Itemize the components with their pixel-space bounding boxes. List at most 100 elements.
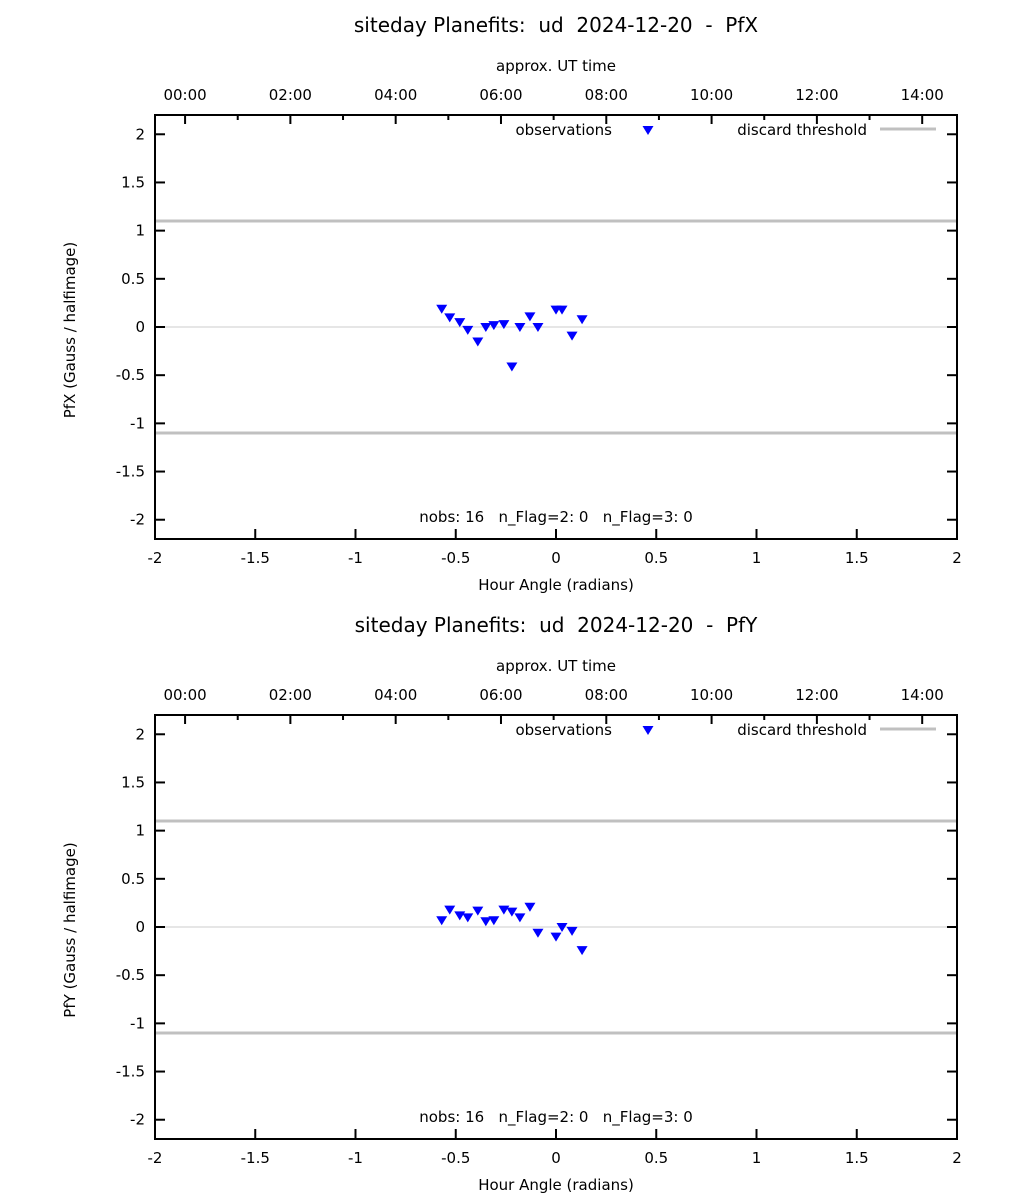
y-axis-title: PfY (Gauss / halfimage) xyxy=(61,842,79,1017)
ut-tick-label: 14:00 xyxy=(901,686,944,704)
x-tick-label: 1 xyxy=(752,1149,762,1167)
x-tick-label: -1 xyxy=(348,1149,363,1167)
observation-point xyxy=(532,928,544,938)
y-tick-label: -2 xyxy=(130,511,145,529)
x-tick-label: -2 xyxy=(148,549,163,567)
x-axis-title: Hour Angle (radians) xyxy=(478,1176,634,1194)
observation-point xyxy=(556,305,568,315)
y-tick-label: 1 xyxy=(135,822,145,840)
y-axis-title: PfX (Gauss / halfimage) xyxy=(61,242,79,418)
legend-observations-marker xyxy=(642,126,654,135)
x-tick-label: 0.5 xyxy=(644,549,668,567)
ut-tick-label: 12:00 xyxy=(795,686,838,704)
observation-point xyxy=(488,916,500,926)
nobs-annotation: nobs: 16 n_Flag=2: 0 n_Flag=3: 0 xyxy=(419,1108,693,1127)
ut-tick-label: 02:00 xyxy=(269,86,312,104)
x-axis-title: Hour Angle (radians) xyxy=(478,576,634,594)
x-tick-label: -1 xyxy=(348,549,363,567)
x-tick-label: -1.5 xyxy=(241,1149,270,1167)
ut-tick-label: 08:00 xyxy=(585,86,628,104)
y-tick-label: -1 xyxy=(130,1014,145,1032)
x-tick-label: -0.5 xyxy=(441,1149,470,1167)
x-tick-label: 0 xyxy=(551,1149,561,1167)
y-tick-label: 0.5 xyxy=(121,870,145,888)
observation-point xyxy=(524,312,536,322)
ut-tick-label: 10:00 xyxy=(690,686,733,704)
observation-point xyxy=(454,911,466,921)
observation-point xyxy=(576,946,588,956)
ut-tick-label: 10:00 xyxy=(690,86,733,104)
observation-point xyxy=(514,323,526,332)
observation-point xyxy=(506,362,518,372)
y-tick-label: 0 xyxy=(135,918,145,936)
x-tick-label: 1.5 xyxy=(845,1149,869,1167)
x-tick-label: 0.5 xyxy=(644,1149,668,1167)
y-tick-label: -1.5 xyxy=(116,463,145,481)
y-tick-label: -2 xyxy=(130,1111,145,1129)
y-tick-label: 1 xyxy=(135,222,145,240)
observation-point xyxy=(566,331,578,341)
ut-tick-label: 00:00 xyxy=(163,86,206,104)
x-tick-label: 1.5 xyxy=(845,549,869,567)
observation-point xyxy=(436,304,448,314)
observation-point xyxy=(576,315,588,325)
observation-point xyxy=(556,923,568,932)
observation-point xyxy=(454,318,466,328)
observation-point xyxy=(550,932,562,942)
observation-point xyxy=(472,906,484,916)
x-tick-label: 1 xyxy=(752,549,762,567)
observation-point xyxy=(472,337,484,347)
ut-tick-label: 12:00 xyxy=(795,86,838,104)
observation-point xyxy=(436,916,448,926)
observation-point xyxy=(498,320,510,330)
observation-point xyxy=(462,325,474,335)
ut-tick-label: 06:00 xyxy=(479,86,522,104)
ut-tick-label: 08:00 xyxy=(585,686,628,704)
ut-tick-label: 04:00 xyxy=(374,686,417,704)
y-tick-label: 2 xyxy=(135,125,145,143)
y-tick-label: 1.5 xyxy=(121,773,145,791)
chart-title: siteday Planefits: ud 2024-12-20 - PfX xyxy=(354,13,758,37)
observation-point xyxy=(462,913,474,923)
observation-point xyxy=(532,323,544,332)
y-tick-label: -0.5 xyxy=(116,366,145,384)
x-tick-label: 2 xyxy=(952,549,962,567)
x-tick-label: 2 xyxy=(952,1149,962,1167)
x-tick-label: 0 xyxy=(551,549,561,567)
top-axis-title: approx. UT time xyxy=(496,57,616,75)
x-tick-label: -2 xyxy=(148,1149,163,1167)
y-tick-label: 0 xyxy=(135,318,145,336)
y-tick-label: -0.5 xyxy=(116,966,145,984)
legend-observations-marker xyxy=(642,726,654,735)
observation-point xyxy=(498,905,510,915)
y-tick-label: 0.5 xyxy=(121,270,145,288)
observation-point xyxy=(480,917,492,927)
legend-observations-label: observations xyxy=(515,721,612,739)
ut-tick-label: 02:00 xyxy=(269,686,312,704)
x-tick-label: -1.5 xyxy=(241,549,270,567)
legend-observations-label: observations xyxy=(515,121,612,139)
observation-point xyxy=(514,913,526,923)
observation-point xyxy=(444,313,456,323)
ut-tick-label: 00:00 xyxy=(163,686,206,704)
ut-tick-label: 06:00 xyxy=(479,686,522,704)
observation-point xyxy=(524,902,536,912)
observation-point xyxy=(480,323,492,332)
y-tick-label: 1.5 xyxy=(121,173,145,191)
y-tick-label: -1.5 xyxy=(116,1063,145,1081)
y-tick-label: 2 xyxy=(135,725,145,743)
pfy-plot: -2 -1.5 -1 -0.5 0 0.5 1 1.5 2 2 1.5 1 0.5 0 -0.5 -1 -1.5… xyxy=(61,613,962,1194)
y-tick-label: -1 xyxy=(130,414,145,432)
top-axis-title: approx. UT time xyxy=(496,657,616,675)
legend-threshold-label: discard threshold xyxy=(737,721,867,739)
observation-point xyxy=(444,905,456,915)
nobs-annotation: nobs: 16 n_Flag=2: 0 n_Flag=3: 0 xyxy=(419,508,693,527)
ut-tick-label: 14:00 xyxy=(901,86,944,104)
chart-canvas: -2 -1.5 -1 -0.5 0 0.5 1 1.5 2 2 1.5 1 0.5 0 -0.5 -1 -1.5… xyxy=(116,686,962,1167)
ut-tick-label: 04:00 xyxy=(374,86,417,104)
chart-title: siteday Planefits: ud 2024-12-20 - PfY xyxy=(355,613,758,637)
observation-point xyxy=(506,907,518,917)
legend-threshold-label: discard threshold xyxy=(737,121,867,139)
observation-point xyxy=(488,321,500,331)
pfx-plot: -2 -1.5 -1 -0.5 0 0.5 1 1.5 2 2 1.5 1 0.5 0 -0.5 -1 -1.5… xyxy=(61,13,962,594)
